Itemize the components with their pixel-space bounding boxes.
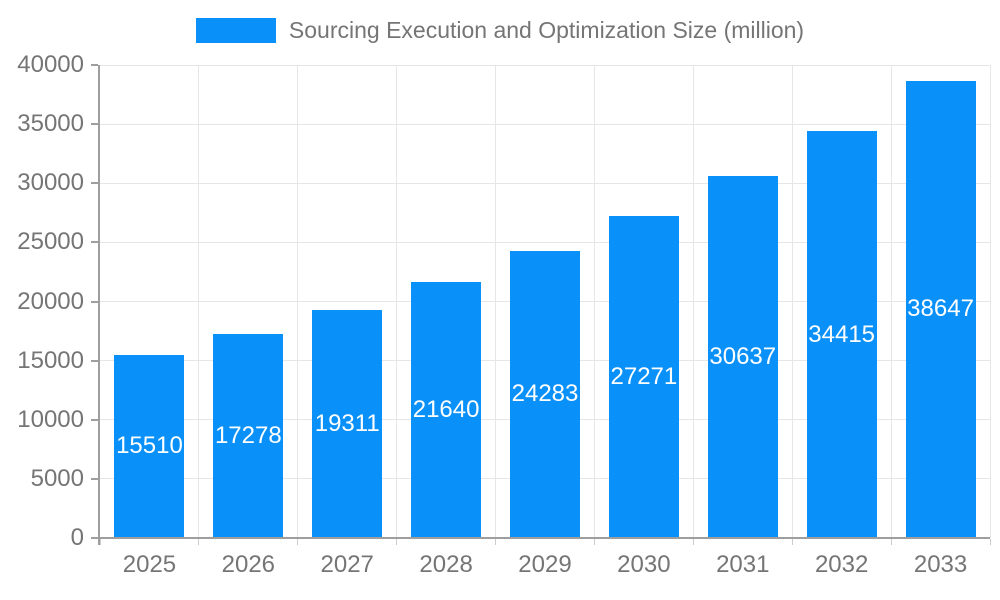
- y-axis-label: 0: [0, 525, 84, 551]
- bar-value-label: 21640: [412, 396, 480, 424]
- plot-area: 15510 17278 19311 21640 24283 27271 30637 34415…: [17, 52, 991, 578]
- bar[interactable]: 34415: [806, 131, 877, 538]
- x-axis-tick: [593, 539, 595, 545]
- bar[interactable]: 17278: [213, 333, 284, 538]
- gridline-vertical: [989, 65, 991, 538]
- y-axis-tick: [91, 182, 98, 185]
- gridline-vertical: [396, 65, 398, 538]
- x-axis-label: 2025: [89, 552, 209, 578]
- gridline-vertical: [593, 65, 595, 538]
- x-axis-tick: [99, 539, 101, 545]
- x-axis-label: 2030: [584, 552, 704, 578]
- y-axis-tick: [91, 537, 98, 539]
- x-axis-label: 2031: [683, 552, 803, 578]
- bar[interactable]: 38647: [905, 80, 976, 538]
- y-axis-label: 30000: [0, 170, 84, 196]
- x-axis-label: 2033: [881, 552, 1000, 578]
- y-axis-label-text: 20000: [17, 287, 84, 315]
- y-axis-tick: [91, 123, 98, 126]
- y-axis-label-text: 25000: [17, 228, 84, 256]
- bar-value-label: 34415: [808, 320, 876, 348]
- x-axis-tick: [297, 539, 299, 545]
- x-axis-label: 2032: [782, 552, 902, 578]
- y-axis-label-text: 40000: [17, 51, 84, 78]
- y-axis-label-text: 15000: [17, 346, 84, 374]
- y-axis-label: 40000: [0, 52, 84, 78]
- bar[interactable]: 30637: [707, 175, 778, 538]
- bar[interactable]: 21640: [411, 282, 482, 538]
- bar-value-label: 38647: [907, 295, 974, 323]
- x-axis-label-text: 2028: [419, 551, 473, 578]
- gridline-horizontal: [100, 123, 990, 125]
- gridline-vertical: [198, 65, 200, 538]
- y-axis-label-text: 5000: [30, 464, 84, 492]
- y-axis-tick: [91, 418, 98, 421]
- gridline-horizontal: [100, 64, 990, 66]
- legend-swatch: [195, 17, 276, 43]
- x-axis-label-text: 2026: [221, 551, 276, 578]
- bar[interactable]: 15510: [114, 354, 185, 538]
- bar-value-label: 24283: [511, 380, 579, 408]
- bar-value-label: 17278: [214, 421, 282, 449]
- y-axis-label: 10000: [0, 405, 84, 433]
- y-axis-label-text: 30000: [17, 169, 84, 197]
- gridline-vertical: [890, 65, 892, 538]
- y-axis-label: 25000: [0, 229, 84, 255]
- x-axis-tick: [692, 539, 694, 545]
- x-axis-tick: [989, 539, 991, 545]
- bar-value-label: 15510: [116, 432, 183, 460]
- x-axis-label: 2026: [188, 552, 308, 578]
- x-axis-tick: [198, 539, 200, 545]
- x-axis-label: 2029: [485, 552, 605, 578]
- y-axis-tick: [91, 241, 98, 244]
- legend-label: Sourcing Execution and Optimization Size…: [288, 17, 805, 43]
- gridline-horizontal: [100, 182, 990, 184]
- y-axis-tick: [91, 300, 98, 303]
- y-axis-label: 35000: [0, 111, 84, 137]
- bar-value-label: 19311: [314, 409, 380, 437]
- bar-value-label: 30637: [709, 342, 777, 370]
- bar[interactable]: 19311: [312, 309, 383, 538]
- gridline-horizontal: [100, 241, 990, 243]
- x-axis-line: [98, 537, 990, 539]
- legend[interactable]: Sourcing Execution and Optimization Size…: [0, 17, 1000, 43]
- gridline-vertical: [495, 65, 497, 538]
- y-axis-line: [98, 65, 100, 545]
- x-axis-tick: [396, 539, 398, 545]
- gridline-vertical: [791, 65, 793, 538]
- x-axis-label-text: 2033: [913, 551, 968, 578]
- y-axis-tick: [91, 477, 98, 480]
- x-axis-label: 2028: [386, 552, 506, 578]
- x-axis-label-text: 2031: [716, 551, 770, 578]
- y-axis-tick: [91, 64, 98, 66]
- x-axis-tick: [890, 539, 892, 545]
- bar[interactable]: 24283: [510, 250, 580, 538]
- x-axis-tick: [495, 539, 497, 545]
- x-axis-label-text: 2027: [320, 551, 374, 578]
- x-axis-tick: [791, 539, 793, 545]
- gridline-vertical: [692, 65, 694, 538]
- y-axis-label: 20000: [0, 287, 84, 315]
- bar-value-label: 27271: [610, 362, 678, 390]
- y-axis-tick: [91, 359, 98, 362]
- bar[interactable]: 27271: [608, 215, 679, 538]
- x-axis-label-text: 2025: [122, 551, 177, 578]
- y-axis-label-text: 0: [70, 524, 84, 551]
- y-axis-label-text: 35000: [17, 110, 84, 138]
- gridline-vertical: [297, 65, 299, 538]
- x-axis-label-text: 2032: [814, 551, 869, 578]
- x-axis-label-text: 2030: [617, 551, 671, 578]
- y-axis-label: 15000: [0, 346, 84, 374]
- x-axis-label-text: 2029: [518, 551, 572, 578]
- y-axis-label: 5000: [0, 464, 84, 492]
- y-axis-label-text: 10000: [17, 405, 84, 433]
- x-axis-label: 2027: [287, 552, 407, 578]
